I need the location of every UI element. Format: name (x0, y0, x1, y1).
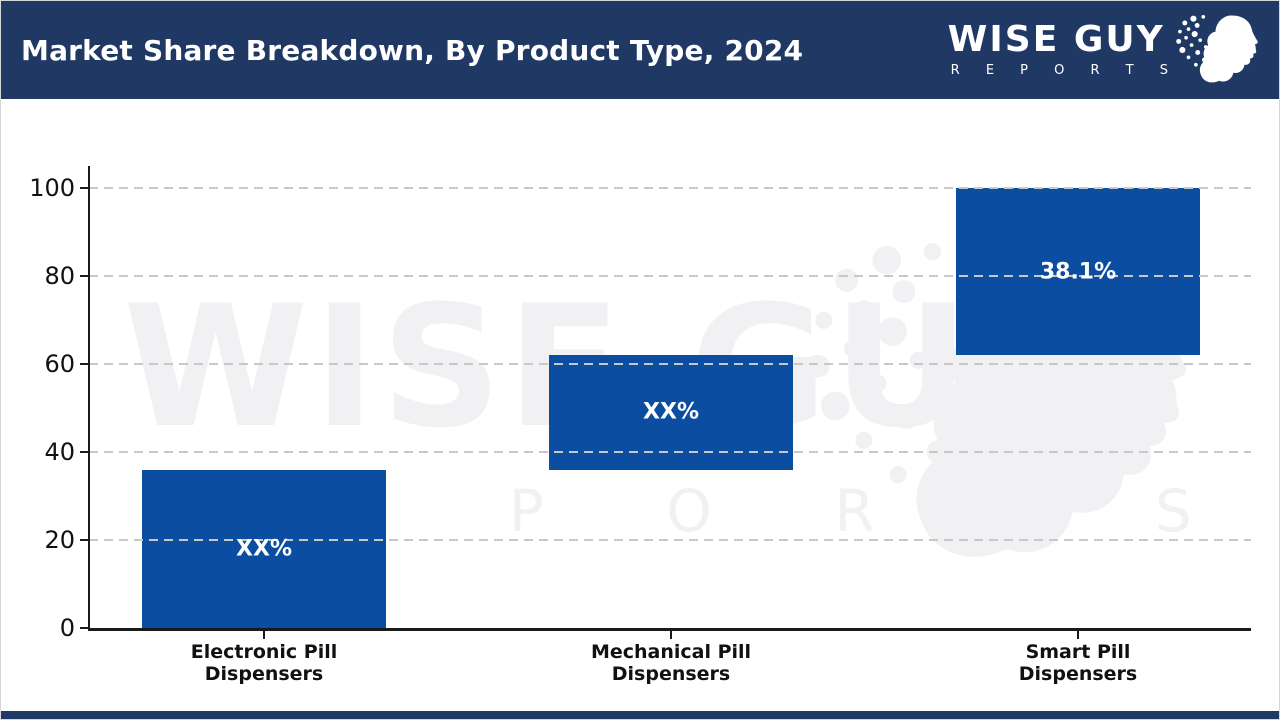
y-tick-label: 80 (44, 262, 75, 290)
y-tick-label: 60 (44, 350, 75, 378)
bar-value-label: XX% (236, 536, 292, 562)
bar-smart-pill-dispensers (956, 188, 1200, 356)
logo-subtitle: R E P O R T S (950, 63, 1179, 78)
x-axis-label: Electronic Pill Dispensers (190, 641, 338, 686)
bar-electronic-pill-dispensers (142, 469, 386, 628)
y-tick-mark (80, 275, 88, 277)
y-tick-label: 20 (44, 526, 75, 554)
y-tick-label: 40 (44, 438, 75, 466)
y-tick-label: 100 (29, 174, 75, 202)
y-axis (88, 166, 90, 630)
x-axis (88, 628, 1251, 631)
y-tick-mark (80, 627, 88, 629)
logo-wordmark: WISE GUY (947, 19, 1165, 60)
x-tick-mark (670, 631, 672, 639)
x-tick-mark (263, 631, 265, 639)
page-title: Market Share Breakdown, By Product Type,… (21, 33, 804, 67)
y-tick-mark (80, 187, 88, 189)
gridline-20 (89, 539, 1251, 541)
bar-value-label: XX% (643, 399, 699, 425)
y-tick-mark (80, 363, 88, 365)
y-tick-mark (80, 539, 88, 541)
gridline-100 (89, 187, 1251, 189)
footer-bar (1, 711, 1279, 719)
brand-logo: WISE GUY R E P O R T S (948, 8, 1261, 92)
gridline-40 (89, 451, 1251, 453)
bar-mechanical-pill-dispensers (549, 355, 793, 470)
brand-logo-text: WISE GUY R E P O R T S (947, 19, 1179, 79)
y-tick-label: 0 (59, 614, 75, 642)
x-tick-mark (1077, 631, 1079, 639)
header-bar: Market Share Breakdown, By Product Type,… (1, 1, 1279, 99)
dotted-face-profile-icon (1176, 14, 1258, 83)
gridline-80 (89, 275, 1251, 277)
y-tick-mark (80, 451, 88, 453)
x-axis-label: Mechanical Pill Dispensers (590, 641, 752, 686)
x-axis-label: Smart Pill Dispensers (1018, 641, 1138, 686)
gridline-60 (89, 363, 1251, 365)
bar-value-label: 38.1% (1039, 259, 1117, 285)
